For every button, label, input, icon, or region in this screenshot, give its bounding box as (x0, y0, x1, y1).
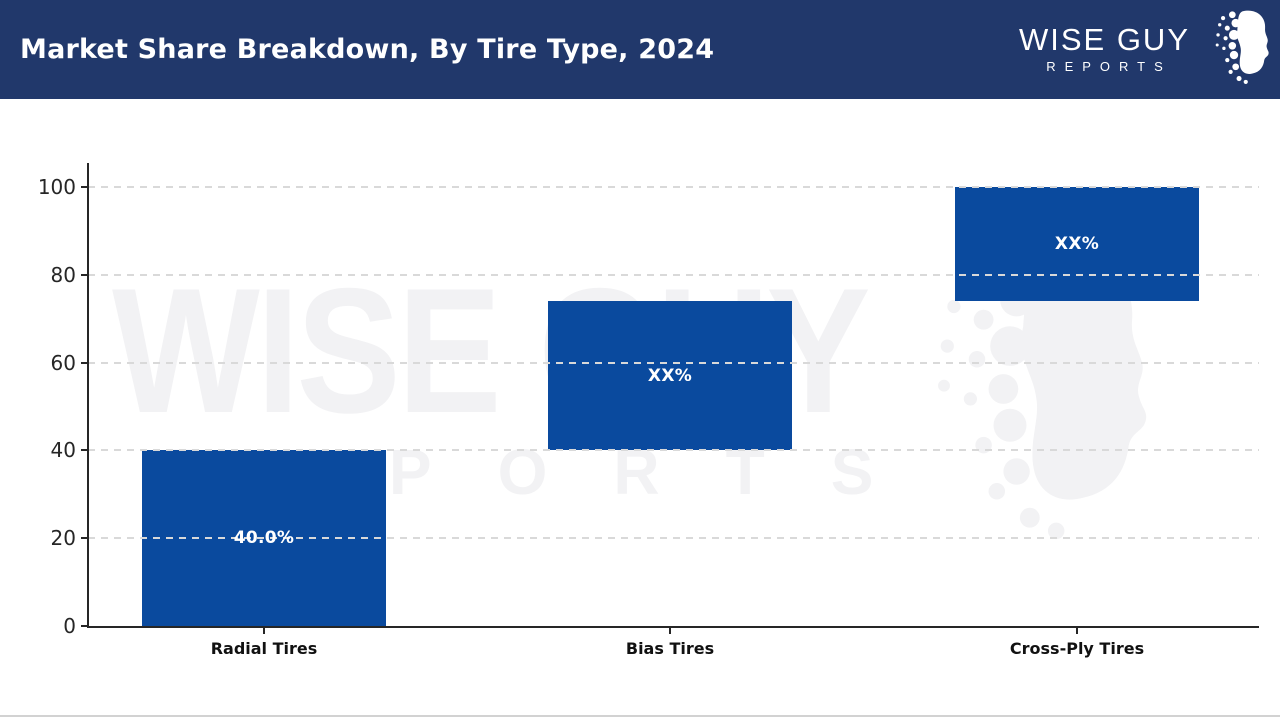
y-tick-mark-60 (81, 361, 88, 364)
gridline-20 (88, 537, 1259, 540)
gridline-40 (88, 449, 1259, 452)
gridline-60 (88, 361, 1259, 364)
bar-value-label-radial-tires: 40.0% (233, 528, 295, 549)
x-axis-spine (87, 626, 1259, 628)
y-tick-label-100: 100 (37, 175, 76, 199)
gridline-100 (88, 186, 1259, 188)
y-tick-label-80: 80 (50, 262, 76, 287)
y-tick-label-0: 0 (63, 614, 76, 638)
y-tick-mark-80 (81, 273, 88, 276)
y-tick-mark-0 (81, 625, 88, 627)
y-tick-mark-40 (81, 449, 88, 452)
logo-wordmark: WISE GUY (1018, 22, 1190, 58)
x-tick-mark-cross-ply-tires (1076, 626, 1078, 634)
y-tick-mark-100 (81, 186, 88, 188)
chart-title: Market Share Breakdown, By Tire Type, 20… (20, 34, 715, 65)
y-tick-label-60: 60 (50, 350, 76, 375)
logo-sub-wordmark: REPORTS (1046, 58, 1172, 74)
y-tick-label-40: 40 (50, 438, 76, 463)
x-axis-label-cross-ply-tires: Cross-Ply Tires (1009, 639, 1145, 658)
y-tick-mark-20 (81, 537, 88, 540)
y-tick-label-20: 20 (50, 526, 76, 551)
x-tick-mark-radial-tires (263, 626, 265, 634)
bar-bias-tires (548, 301, 792, 451)
header-bar: Market Share Breakdown, By Tire Type, 20… (0, 0, 1280, 99)
logo-wordmark-group: WISE GUY REPORTS (1019, 24, 1190, 74)
x-tick-mark-bias-tires (669, 626, 671, 634)
bar-value-label-cross-ply-tires: XX% (1054, 234, 1100, 255)
bar-value-label-bias-tires: XX% (647, 365, 693, 386)
gridline-80 (88, 273, 1259, 276)
x-axis-label-bias-tires: Bias Tires (625, 639, 715, 658)
wiseguy-logo: WISE GUY REPORTS (1019, 0, 1276, 99)
x-axis-label-radial-tires: Radial Tires (210, 639, 318, 658)
y-axis-spine (87, 163, 89, 628)
bottom-rule (0, 715, 1280, 717)
